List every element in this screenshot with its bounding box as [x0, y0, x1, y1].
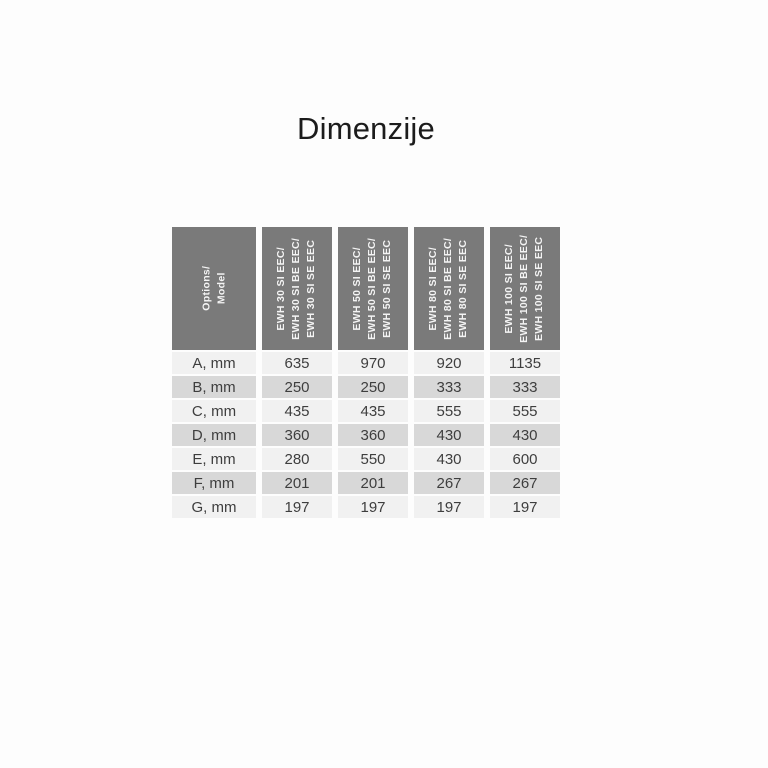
row-label-a: A, mm [172, 352, 256, 374]
value-cell: 333 [490, 376, 560, 398]
value-cell: 360 [338, 424, 408, 446]
page-title: Dimenzije [297, 111, 435, 146]
column-header-label: EWH 80 SI EEC/ EWH 80 SI BE EEC/ EWH 80 … [427, 237, 470, 340]
column-header-ewh80: EWH 80 SI EEC/ EWH 80 SI BE EEC/ EWH 80 … [414, 227, 484, 350]
value-cell: 250 [262, 376, 332, 398]
value-cell: 197 [414, 496, 484, 518]
value-cell: 201 [338, 472, 408, 494]
value-cell: 197 [338, 496, 408, 518]
column-header-ewh100: EWH 100 SI EEC/ EWH 100 SI BE EEC/ EWH 1… [490, 227, 560, 350]
value-cell: 333 [414, 376, 484, 398]
value-cell: 600 [490, 448, 560, 470]
value-cell: 555 [490, 400, 560, 422]
column-header-label: EWH 50 SI EEC/ EWH 50 SI BE EEC/ EWH 50 … [351, 237, 394, 340]
row-label-b: B, mm [172, 376, 256, 398]
value-cell: 360 [262, 424, 332, 446]
value-cell: 250 [338, 376, 408, 398]
value-cell: 920 [414, 352, 484, 374]
value-cell: 430 [414, 448, 484, 470]
corner-header-label: Options/ Model [199, 266, 227, 311]
value-cell: 197 [490, 496, 560, 518]
value-cell: 267 [414, 472, 484, 494]
value-cell: 197 [262, 496, 332, 518]
value-cell: 1135 [490, 352, 560, 374]
value-cell: 970 [338, 352, 408, 374]
dimensions-table: Options/ Model EWH 30 SI EEC/ EWH 30 SI … [172, 227, 560, 518]
column-header-ewh30: EWH 30 SI EEC/ EWH 30 SI BE EEC/ EWH 30 … [262, 227, 332, 350]
row-label-c: C, mm [172, 400, 256, 422]
corner-header-cell: Options/ Model [172, 227, 256, 350]
column-header-ewh50: EWH 50 SI EEC/ EWH 50 SI BE EEC/ EWH 50 … [338, 227, 408, 350]
value-cell: 435 [262, 400, 332, 422]
row-label-f: F, mm [172, 472, 256, 494]
value-cell: 635 [262, 352, 332, 374]
row-label-d: D, mm [172, 424, 256, 446]
value-cell: 550 [338, 448, 408, 470]
row-label-e: E, mm [172, 448, 256, 470]
value-cell: 435 [338, 400, 408, 422]
row-label-g: G, mm [172, 496, 256, 518]
value-cell: 430 [414, 424, 484, 446]
value-cell: 280 [262, 448, 332, 470]
value-cell: 555 [414, 400, 484, 422]
value-cell: 267 [490, 472, 560, 494]
column-header-label: EWH 100 SI EEC/ EWH 100 SI BE EEC/ EWH 1… [503, 234, 546, 343]
value-cell: 430 [490, 424, 560, 446]
value-cell: 201 [262, 472, 332, 494]
column-header-label: EWH 30 SI EEC/ EWH 30 SI BE EEC/ EWH 30 … [275, 237, 318, 340]
